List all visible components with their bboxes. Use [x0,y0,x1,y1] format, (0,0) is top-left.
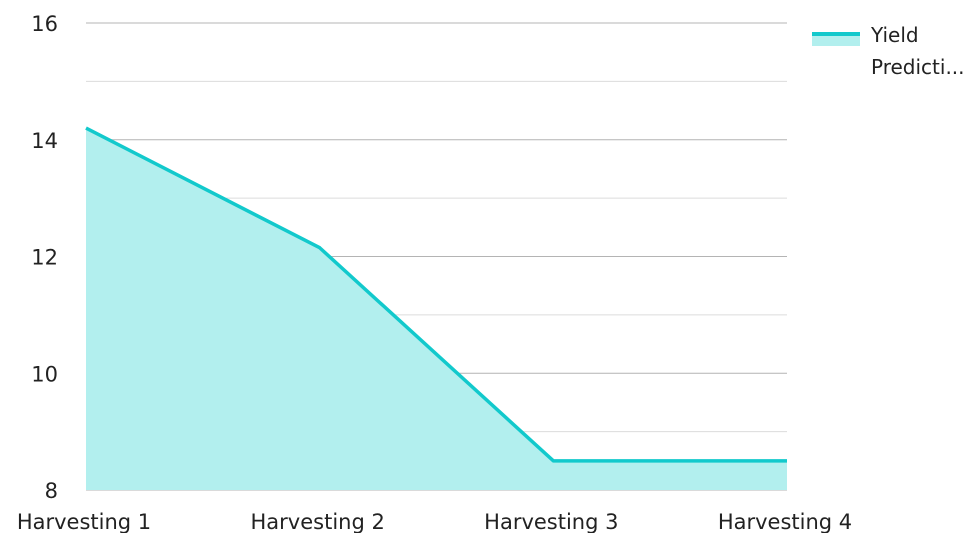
legend-label-line-1: Yield [870,23,919,47]
y-tick-label: 12 [31,246,58,270]
x-tick-label: Harvesting 4 [718,510,852,533]
y-tick-label: 14 [31,129,58,153]
series-line [85,126,787,463]
legend-swatch-fill [812,36,860,46]
x-axis-tick-labels: Harvesting 1 Harvesting 2 Harvesting 3 Harv… [17,510,852,533]
y-tick-label: 8 [45,479,58,503]
legend-swatch-line [812,32,860,36]
y-tick-label: 10 [31,362,58,386]
series-line-layer [85,126,788,463]
x-tick-label: Harvesting 3 [484,510,618,533]
y-tick-label: 16 [31,12,58,36]
legend-label-line-2: Predicti... [871,55,965,79]
legend[interactable]: Yield Predicti... [812,23,965,79]
x-tick-label: Harvesting 2 [251,510,385,533]
y-axis-tick-labels: 8 10 12 14 16 [31,12,58,503]
x-tick-label: Harvesting 1 [17,510,151,533]
